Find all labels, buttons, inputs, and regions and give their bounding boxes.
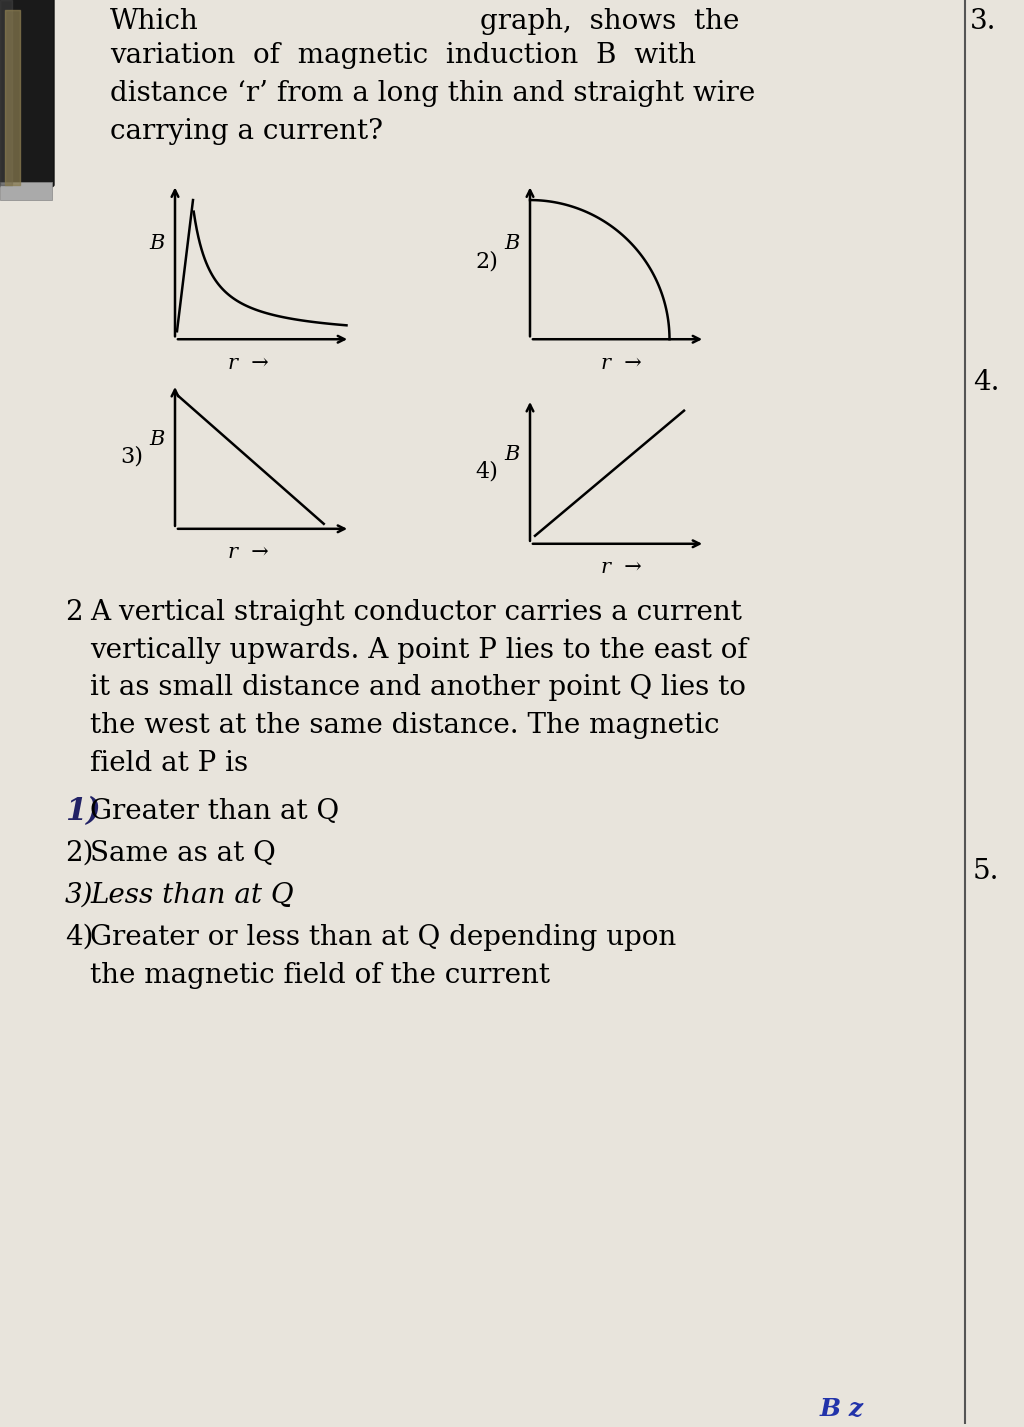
Text: 4): 4) (475, 461, 498, 482)
Text: 2: 2 (65, 599, 83, 625)
Text: Which: Which (110, 9, 199, 36)
Text: Same as at Q: Same as at Q (90, 841, 275, 868)
Text: Less than at Q: Less than at Q (90, 882, 294, 909)
Text: variation  of  magnetic  induction  B  with: variation of magnetic induction B with (110, 41, 696, 68)
Text: 3.: 3. (970, 9, 996, 36)
FancyBboxPatch shape (0, 0, 54, 187)
Text: distance ‘r’ from a long thin and straight wire: distance ‘r’ from a long thin and straig… (110, 80, 756, 107)
Text: the magnetic field of the current: the magnetic field of the current (90, 962, 550, 989)
Text: Greater or less than at Q depending upon: Greater or less than at Q depending upon (90, 923, 676, 950)
Text: the west at the same distance. The magnetic: the west at the same distance. The magne… (90, 712, 720, 739)
Text: r  →: r → (228, 544, 269, 562)
Text: 3): 3) (120, 445, 143, 468)
Text: r  →: r → (228, 354, 269, 372)
Text: 2): 2) (65, 841, 93, 868)
Text: 3): 3) (65, 882, 93, 909)
Text: r  →: r → (601, 558, 641, 577)
Text: 2): 2) (475, 251, 498, 273)
Text: B: B (504, 234, 520, 253)
Text: B: B (504, 445, 520, 464)
Text: it as small distance and another point Q lies to: it as small distance and another point Q… (90, 675, 745, 702)
Text: Greater than at Q: Greater than at Q (90, 798, 339, 825)
Text: B: B (150, 234, 165, 253)
Bar (0, 181, 52, 200)
Text: 5.: 5. (973, 858, 999, 885)
Text: 4): 4) (65, 923, 93, 950)
Text: field at P is: field at P is (90, 751, 248, 778)
Text: 4.: 4. (973, 370, 999, 397)
Text: B z: B z (820, 1397, 864, 1421)
Text: B: B (150, 430, 165, 448)
Text: graph,  shows  the: graph, shows the (480, 9, 739, 36)
Text: carrying a current?: carrying a current? (110, 118, 383, 144)
Text: r  →: r → (601, 354, 641, 372)
Text: A vertical straight conductor carries a current: A vertical straight conductor carries a … (90, 599, 741, 625)
Text: vertically upwards. A point P lies to the east of: vertically upwards. A point P lies to th… (90, 636, 748, 664)
Text: 1): 1) (65, 796, 100, 828)
